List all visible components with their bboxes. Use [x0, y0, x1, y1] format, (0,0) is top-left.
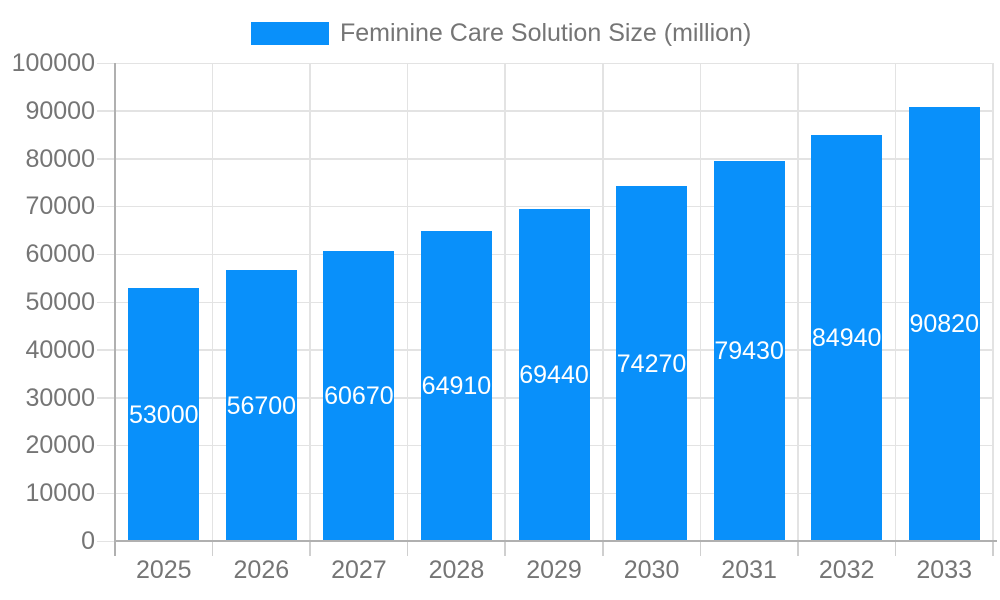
x-tick-label-2031: 2031	[721, 556, 777, 584]
x-axis-tick	[406, 541, 409, 556]
y-tick-label-40000: 40000	[25, 335, 95, 364]
legend-swatch	[251, 22, 329, 45]
y-tick-label-90000: 90000	[25, 96, 95, 125]
bar-value-2026: 56700	[226, 391, 297, 420]
y-axis-tick	[97, 540, 115, 542]
bar-2029	[518, 209, 590, 541]
bar-2028	[420, 231, 492, 541]
legend-label: Feminine Care Solution Size (million)	[340, 19, 752, 47]
x-tick-label-2032: 2032	[818, 556, 875, 584]
x-gridline	[992, 63, 994, 541]
x-tick-label-2029: 2029	[526, 556, 582, 584]
y-axis-tick	[97, 301, 115, 303]
y-axis-tick	[97, 205, 115, 208]
y-axis-tick	[97, 349, 115, 351]
x-tick-label-2033: 2033	[916, 556, 973, 584]
bar-2031	[713, 161, 785, 541]
x-axis-tick	[992, 541, 994, 556]
x-tick-label-2025: 2025	[135, 556, 192, 584]
x-gridline	[797, 63, 799, 541]
x-gridline	[406, 63, 409, 541]
bar-value-2029: 69440	[519, 361, 589, 389]
x-axis-tick	[602, 541, 604, 556]
x-gridline	[699, 63, 702, 541]
x-tick-label-2028: 2028	[428, 556, 485, 584]
x-gridline	[309, 63, 311, 541]
y-tick-label-60000: 60000	[25, 240, 95, 269]
y-axis-tick	[97, 253, 115, 256]
x-axis-tick	[309, 541, 311, 556]
bar-value-2027: 60670	[324, 382, 394, 410]
y-tick-label-100000: 100000	[11, 49, 95, 77]
x-axis-line	[114, 540, 997, 542]
x-tick-label-2030: 2030	[623, 556, 680, 584]
x-axis-tick	[699, 541, 702, 556]
y-tick-label-70000: 70000	[25, 192, 95, 221]
bar-2025	[128, 288, 200, 541]
y-axis-tick	[97, 492, 115, 495]
x-axis-tick	[504, 541, 506, 556]
x-gridline	[602, 63, 604, 541]
y-axis-line	[114, 63, 116, 556]
bar-2032	[811, 135, 883, 541]
bar-value-2032: 84940	[811, 324, 882, 352]
x-axis-tick	[211, 541, 214, 556]
x-axis-tick	[797, 541, 799, 556]
y-tick-label-80000: 80000	[25, 144, 95, 173]
y-tick-label-0: 0	[81, 527, 95, 555]
x-gridline	[504, 63, 506, 541]
y-tick-label-10000: 10000	[25, 479, 95, 508]
y-tick-label-30000: 30000	[25, 383, 95, 412]
y-gridline	[115, 62, 993, 64]
bar-value-2025: 53000	[129, 400, 199, 429]
x-gridline	[894, 63, 897, 541]
y-tick-label-50000: 50000	[25, 288, 95, 316]
y-axis-tick	[97, 158, 115, 160]
bar-2033	[908, 107, 980, 541]
bar-2030	[616, 186, 688, 541]
y-axis-tick	[97, 397, 115, 399]
y-axis-tick	[97, 110, 115, 112]
bar-value-2030: 74270	[616, 349, 687, 378]
y-axis-tick	[97, 444, 115, 447]
x-tick-label-2027: 2027	[331, 556, 387, 584]
bar-2027	[323, 251, 395, 541]
bar-value-2028: 64910	[421, 372, 492, 400]
x-gridline	[211, 63, 214, 541]
y-tick-label-20000: 20000	[25, 431, 95, 460]
bar-value-2033: 90820	[909, 310, 979, 338]
legend: Feminine Care Solution Size (million)	[251, 19, 751, 48]
y-axis-tick	[97, 62, 115, 64]
y-gridline	[115, 205, 993, 208]
y-gridline	[115, 110, 993, 112]
bar-value-2031: 79430	[714, 337, 784, 365]
y-gridline	[115, 158, 993, 160]
x-axis-tick	[894, 541, 897, 556]
x-tick-label-2026: 2026	[233, 556, 290, 584]
bar-2026	[225, 270, 297, 541]
